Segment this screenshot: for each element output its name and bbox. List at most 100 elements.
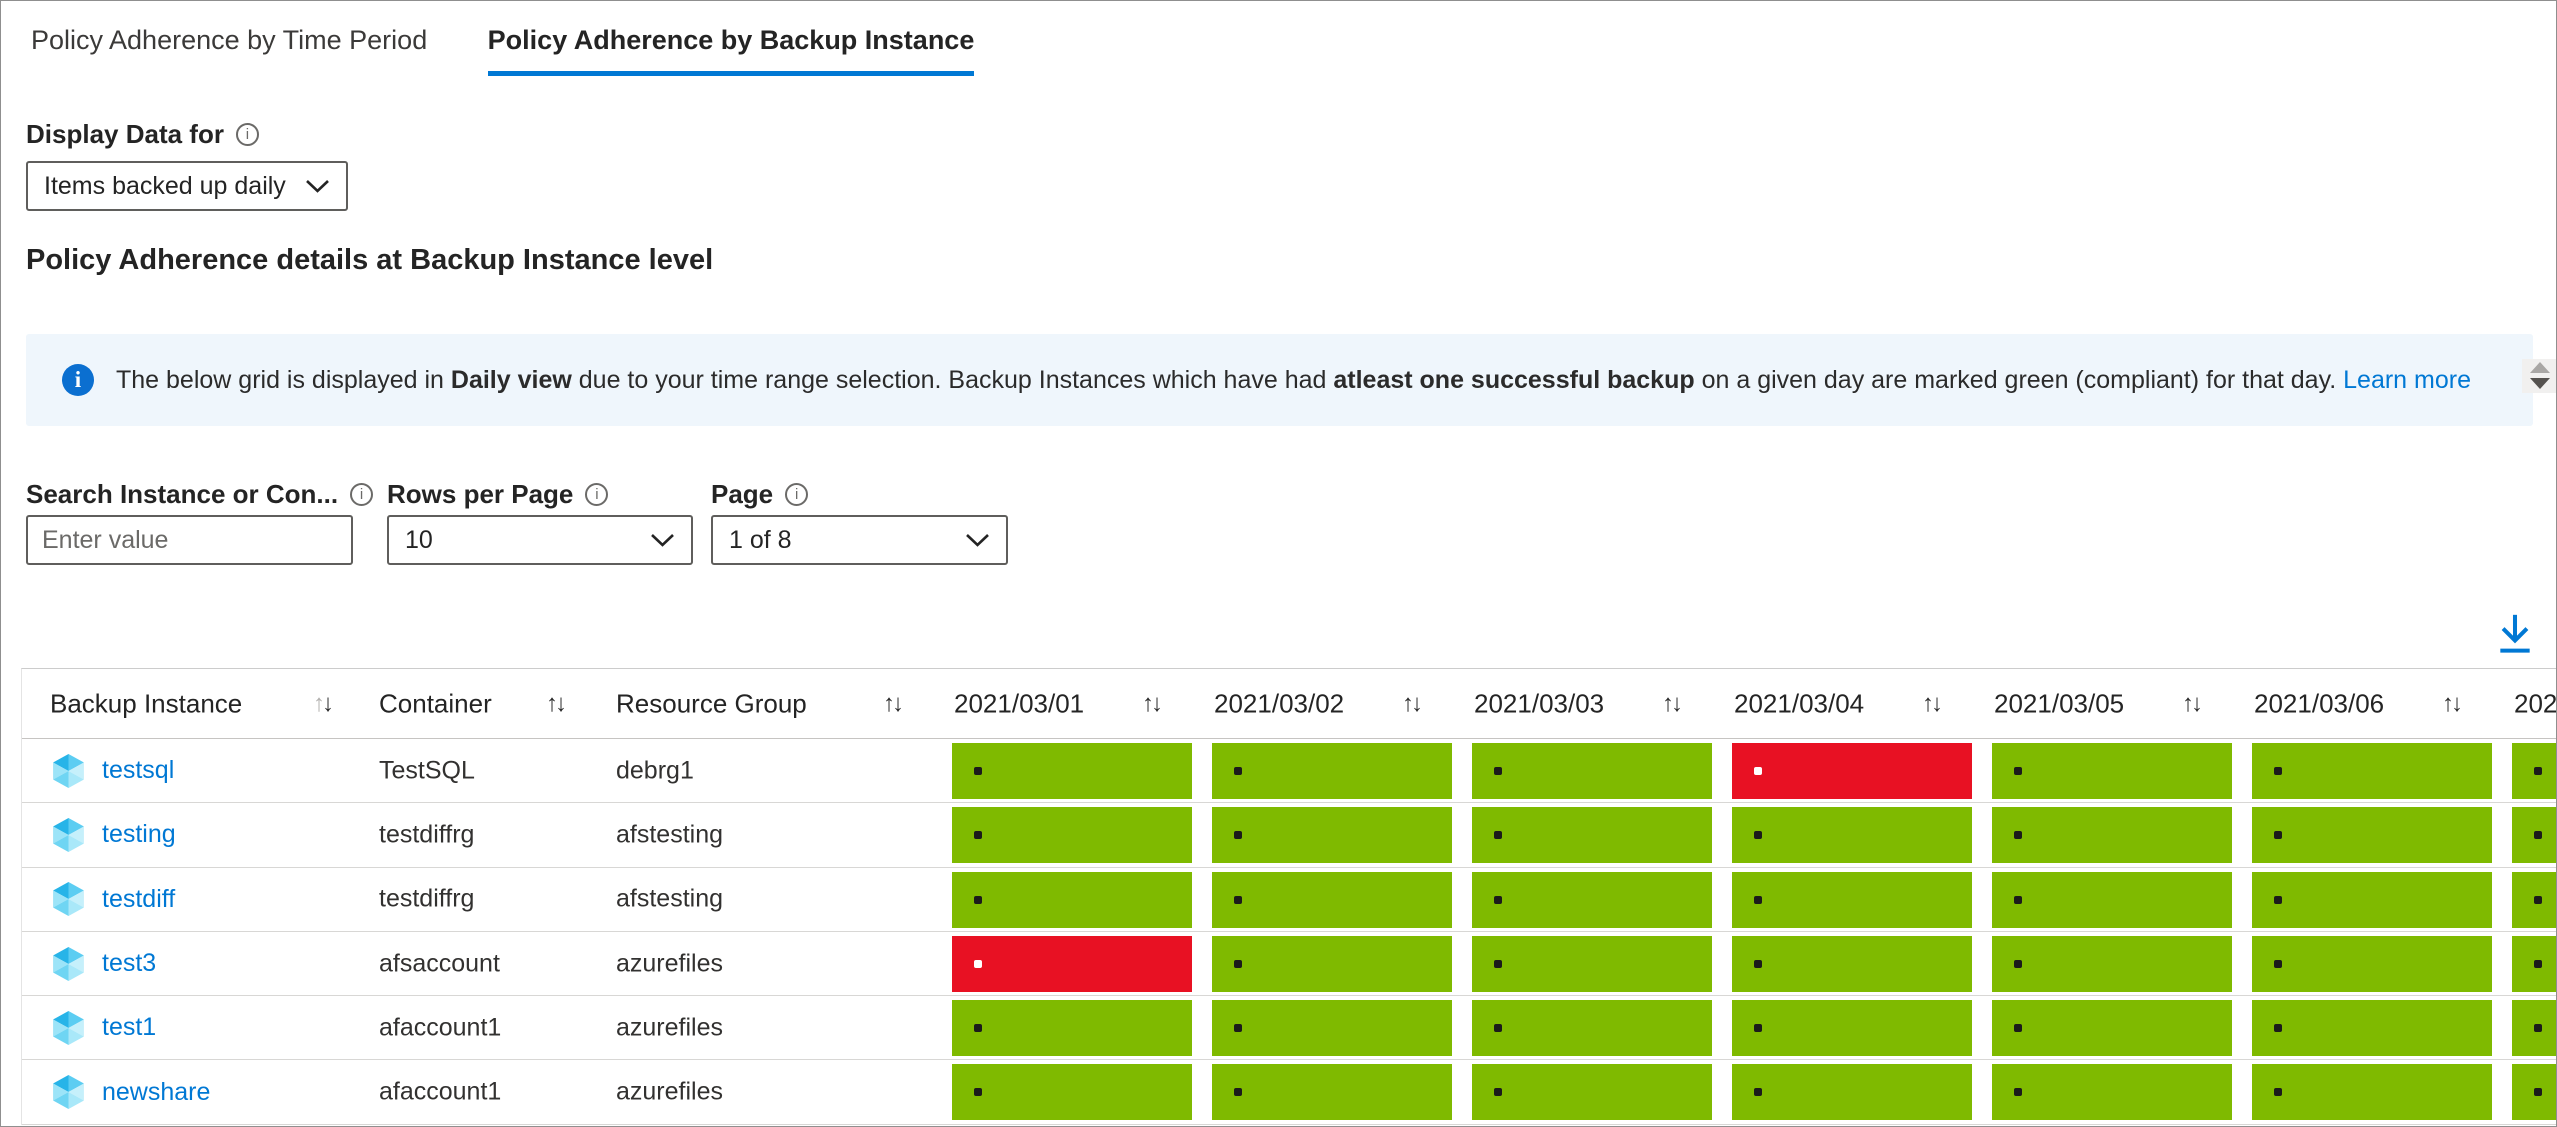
column-header-2021-03-04[interactable]: 2021/03/04: [1734, 688, 1865, 718]
container-cell: afsaccount: [379, 949, 500, 978]
day-cell: [1992, 1064, 2232, 1121]
resource-group-cell: azurefiles: [616, 1077, 723, 1106]
banner-text: The below grid is displayed in Daily vie…: [116, 366, 2471, 395]
info-banner: i The below grid is displayed in Daily v…: [26, 334, 2533, 426]
sort-icon[interactable]: ↑↓: [1142, 689, 1163, 717]
container-cell: testdiffrg: [379, 884, 475, 913]
day-cell: [1472, 807, 1712, 864]
day-dot: [2014, 1024, 2022, 1033]
download-button[interactable]: [2493, 611, 2541, 661]
table-row: test1 afaccount1 azurefiles: [22, 996, 2556, 1061]
display-data-label-text: Display Data for: [26, 119, 224, 149]
page-dropdown[interactable]: 1 of 8: [711, 515, 1008, 565]
day-cell: [2512, 871, 2556, 928]
day-cell: [1212, 935, 1452, 992]
day-cell: [2252, 1000, 2492, 1057]
scroll-up-button[interactable]: [2522, 359, 2556, 375]
day-cell: [2252, 871, 2492, 928]
column-header-202[interactable]: 202: [2514, 688, 2557, 718]
day-dot: [2534, 959, 2542, 968]
column-header-resource-group[interactable]: Resource Group: [616, 688, 807, 718]
tab-bar: Policy Adherence by Time Period Policy A…: [31, 25, 975, 76]
day-dot: [1234, 1024, 1242, 1033]
day-dot: [2534, 831, 2542, 840]
sort-icon[interactable]: ↑↓: [883, 689, 904, 717]
tab-policy-adherence-by-backup-instance[interactable]: Policy Adherence by Backup Instance: [487, 25, 975, 76]
day-dot: [974, 831, 982, 840]
day-dot: [1234, 831, 1242, 840]
day-dot: [1494, 831, 1502, 840]
backup-instance-cell: testdiff: [50, 882, 176, 917]
day-cell: [1732, 743, 1972, 799]
backup-instance-icon: [53, 882, 84, 917]
banner-text-segment: The below grid is displayed in: [116, 365, 451, 394]
banner-text-segment: on a given day are marked green (complia…: [1694, 365, 2344, 394]
column-header-container[interactable]: Container: [379, 688, 492, 718]
sort-icon[interactable]: ↑↓: [1662, 689, 1683, 717]
column-header-2021-03-06[interactable]: 2021/03/06: [2254, 688, 2385, 718]
day-dot: [1494, 895, 1502, 904]
day-cell: [1212, 807, 1452, 864]
sort-icon[interactable]: ↑↓: [2442, 689, 2463, 717]
learn-more-link[interactable]: Learn more: [2343, 365, 2471, 394]
sort-icon[interactable]: ↑↓: [2182, 689, 2203, 717]
sort-icon[interactable]: ↑↓: [1922, 689, 1943, 717]
search-input[interactable]: [26, 515, 353, 565]
page-title: Policy Adherence details at Backup Insta…: [26, 244, 714, 276]
info-icon[interactable]: i: [350, 483, 374, 506]
adherence-table: Backup Instance ↑↓ Container ↑↓ Resource Gro…: [21, 668, 2557, 1125]
instance-link[interactable]: test1: [102, 1013, 157, 1042]
day-dot: [1754, 895, 1762, 904]
day-dot: [1494, 1024, 1502, 1033]
column-header-2021-03-03[interactable]: 2021/03/03: [1474, 688, 1605, 718]
display-data-dropdown[interactable]: Items backed up daily: [26, 161, 348, 211]
day-cell: [2512, 935, 2556, 992]
day-dot: [2274, 831, 2282, 840]
table-header: Backup Instance ↑↓ Container ↑↓ Resource Gro…: [22, 669, 2557, 739]
instance-link[interactable]: test3: [102, 949, 157, 978]
day-cell: [952, 1000, 1192, 1057]
day-dot: [2014, 767, 2022, 775]
tab-policy-adherence-by-time-period[interactable]: Policy Adherence by Time Period: [31, 25, 428, 55]
instance-link[interactable]: testsql: [102, 756, 175, 785]
column-header-2021-03-05[interactable]: 2021/03/05: [1994, 688, 2125, 718]
instance-link[interactable]: testdiff: [102, 884, 176, 913]
day-cell: [1472, 935, 1712, 992]
sort-icon[interactable]: ↑↓: [546, 689, 567, 717]
instance-link[interactable]: testing: [102, 820, 176, 849]
day-dot: [1754, 831, 1762, 840]
resource-group-cell: afstesting: [616, 884, 724, 913]
backup-instance-icon: [53, 817, 84, 852]
rows-per-page-dropdown[interactable]: 10: [387, 515, 693, 565]
day-cell: [1732, 1064, 1972, 1121]
backup-instance-icon: [53, 1010, 84, 1045]
info-icon[interactable]: i: [585, 483, 609, 506]
sort-icon[interactable]: ↑↓: [313, 689, 334, 717]
day-cell: [1212, 1064, 1452, 1121]
day-cell: [2512, 743, 2556, 799]
info-icon[interactable]: i: [785, 483, 809, 506]
day-dot: [2014, 959, 2022, 968]
banner-scroll-spinner[interactable]: [2522, 359, 2556, 393]
day-cell: [1472, 871, 1712, 928]
day-dot: [2274, 1024, 2282, 1033]
resource-group-cell: azurefiles: [616, 949, 723, 978]
day-cell: [2252, 743, 2492, 799]
day-cell: [952, 871, 1192, 928]
instance-link[interactable]: newshare: [102, 1077, 211, 1106]
sort-icon[interactable]: ↑↓: [1402, 689, 1423, 717]
column-header-backup-instance[interactable]: Backup Instance: [50, 688, 243, 718]
banner-text-segment: atleast one successful backup: [1333, 365, 1695, 394]
scroll-down-button[interactable]: [2522, 375, 2556, 391]
day-dot: [2274, 895, 2282, 904]
day-cell: [952, 807, 1192, 864]
backup-instance-icon: [53, 753, 84, 788]
search-label: Search Instance or Con... i: [26, 479, 374, 510]
banner-text-segment: Daily view: [450, 365, 572, 394]
column-header-2021-03-02[interactable]: 2021/03/02: [1214, 688, 1345, 718]
day-cell: [1212, 871, 1452, 928]
info-icon[interactable]: i: [235, 123, 259, 146]
table-row: newshare afaccount1 azurefiles: [22, 1060, 2556, 1125]
chevron-down-icon: [966, 534, 989, 547]
column-header-2021-03-01[interactable]: 2021/03/01: [954, 688, 1085, 718]
